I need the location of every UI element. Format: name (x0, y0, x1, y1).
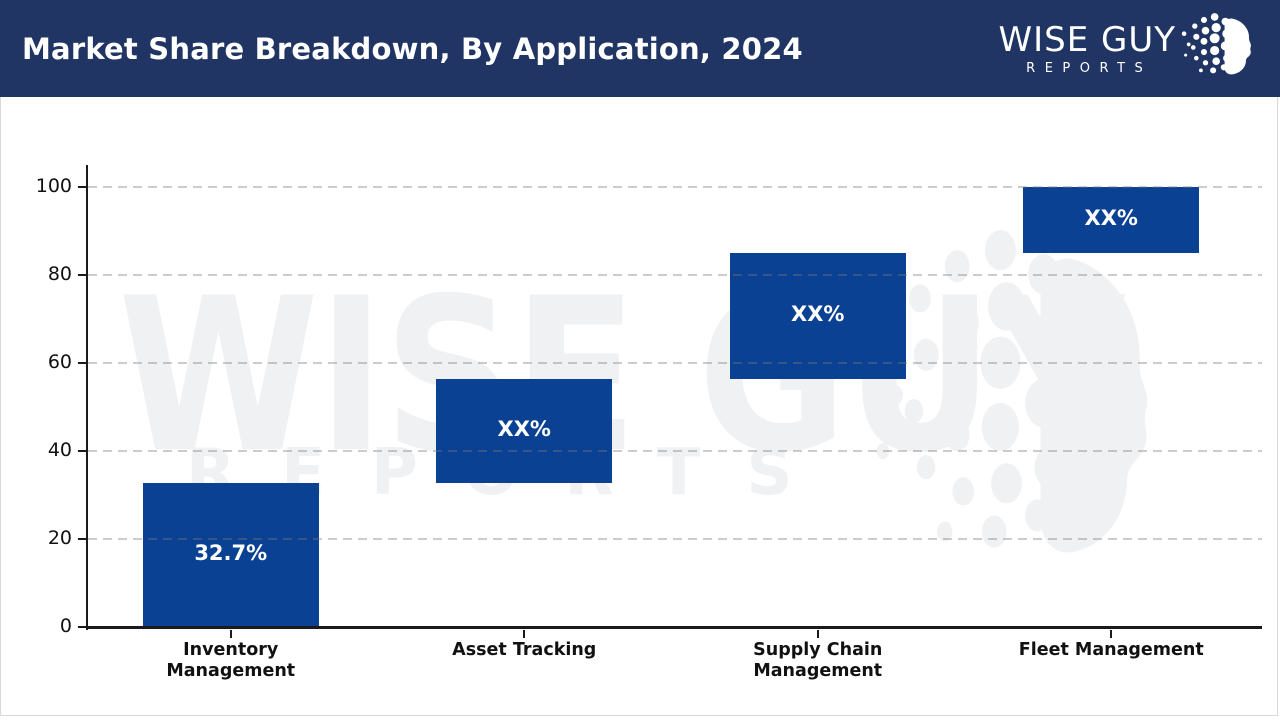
gridline-20 (88, 538, 1262, 540)
y-axis-tick-mark (78, 538, 87, 540)
gridline-60 (88, 362, 1262, 364)
category-label-line: Supply Chain (753, 640, 883, 660)
bar-segment (729, 253, 906, 379)
category-label-line: Management (753, 661, 883, 681)
y-axis-tick-label: 0 (59, 615, 72, 637)
y-axis-tick-label: 40 (47, 439, 72, 461)
category-label: Asset Tracking (374, 640, 674, 661)
category-label: Fleet Management (961, 640, 1261, 661)
bar-value-label: XX% (791, 301, 845, 326)
logo-wordmark: WISE GUY (998, 19, 1176, 60)
gridline-40 (88, 450, 1262, 452)
x-axis-tick-mark (229, 630, 232, 638)
page-frame (0, 97, 1278, 716)
logo-subtext: REPORTS (1026, 60, 1153, 76)
category-label-line: Asset Tracking (452, 640, 597, 660)
category-label: Inventory Management (81, 640, 381, 682)
bar-segment (436, 378, 613, 484)
bar-value-label: XX% (1084, 206, 1138, 230)
bar-segment (1023, 187, 1200, 253)
bar-segment (142, 483, 319, 627)
y-axis-tick-label: 80 (47, 263, 72, 285)
y-axis-tick-mark (78, 186, 87, 188)
category-label-line: Management (166, 661, 296, 681)
category-label-line: Fleet Management (1018, 640, 1204, 660)
x-axis-line (86, 626, 1262, 629)
category-label: Supply Chain Management (668, 640, 968, 682)
y-axis-tick-label: 20 (47, 527, 72, 549)
page-title: Market Share Breakdown, By Application, … (22, 31, 803, 66)
y-axis-tick-mark (78, 626, 87, 628)
y-axis-tick-label: 100 (35, 175, 72, 197)
gridline-80 (88, 274, 1262, 276)
category-label-line: Inventory (183, 640, 279, 660)
wiseguy-logo: WISE GUY REPORTS (998, 10, 1262, 88)
wiseguy-logo-text: WISE GUY REPORTS (998, 23, 1176, 75)
header-bar: Market Share Breakdown, By Application, … (0, 0, 1280, 97)
y-axis-tick-label: 60 (47, 351, 72, 373)
y-axis-line (86, 165, 88, 630)
y-axis-tick-mark (78, 274, 87, 276)
x-axis-tick-mark (816, 630, 819, 638)
bar-value-label: 32.7% (194, 541, 268, 566)
wiseguy-head-icon (1181, 12, 1251, 74)
gridline-100 (88, 186, 1262, 188)
x-axis-tick-mark (523, 630, 526, 638)
y-axis-tick-mark (78, 450, 87, 452)
y-axis-tick-mark (78, 362, 87, 364)
bar-value-label: XX% (497, 416, 551, 441)
x-axis-tick-mark (1110, 630, 1113, 638)
